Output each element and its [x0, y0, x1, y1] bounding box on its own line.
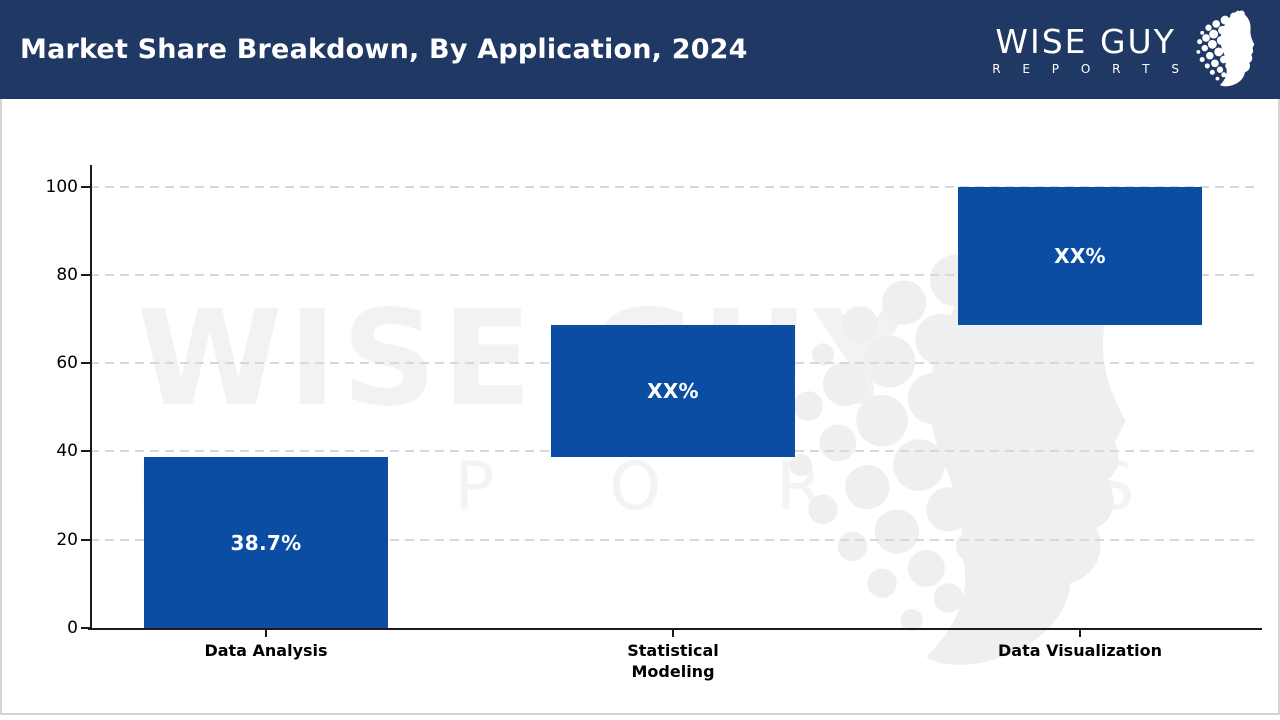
x-axis-label: Statistical Modeling — [627, 641, 719, 681]
bar-data-visualization: XX% — [958, 186, 1202, 326]
wiseguy-logo: WISE GUY R E P O R T S — [983, 8, 1262, 92]
bar-value-label: 38.7% — [230, 530, 302, 555]
bar-value-label: XX% — [647, 379, 699, 404]
y-tick — [81, 185, 90, 188]
y-tick-label: 60 — [56, 353, 78, 374]
y-tick-label: 100 — [45, 176, 78, 197]
bar-statistical: XX% — [551, 325, 795, 458]
plot-area: 0 20 40 60 80 100 38.7% Data Analysis XX% Statist… — [2, 99, 1278, 713]
x-tick — [265, 630, 267, 637]
y-tick — [81, 627, 90, 629]
bar-data-analysis: 38.7% — [144, 457, 388, 628]
y-tick — [81, 538, 90, 541]
y-tick-label: 20 — [56, 529, 78, 550]
logo-subtext: R E P O R T S — [992, 61, 1188, 76]
x-axis-line — [88, 628, 1262, 630]
gridline-y-80 — [90, 273, 1258, 276]
y-tick — [81, 362, 90, 365]
logo-text: WISE GUY R E P O R T S — [983, 21, 1188, 76]
x-tick — [1079, 630, 1081, 637]
y-tick — [81, 450, 90, 453]
bar-value-label: XX% — [1054, 243, 1106, 268]
y-tick-label: 80 — [56, 264, 78, 285]
y-tick-label: 0 — [67, 618, 78, 638]
x-tick — [672, 630, 674, 637]
header: Market Share Breakdown, By Application, … — [0, 0, 1280, 99]
chart-title: Market Share Breakdown, By Application, … — [20, 34, 748, 65]
wiseguy-face-icon — [1196, 10, 1255, 86]
y-tick — [81, 273, 90, 276]
x-axis-label: Data Visualization — [998, 641, 1162, 660]
chart-canvas: WISE GUY R E P O R T S 0 20 40 60 80 100 38.7%… — [0, 99, 1280, 715]
gridline-y-20 — [90, 538, 1258, 541]
y-axis-line — [90, 165, 92, 628]
x-axis-label: Data Analysis — [204, 641, 328, 660]
y-tick-label: 40 — [56, 441, 78, 462]
gridline-y-100 — [90, 185, 1258, 188]
logo-wordmark: WISE GUY — [995, 21, 1176, 61]
